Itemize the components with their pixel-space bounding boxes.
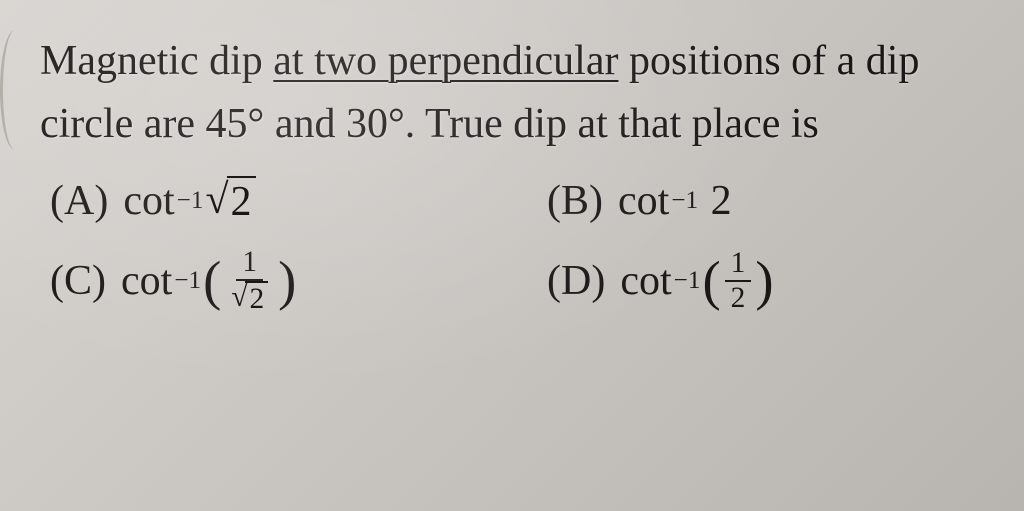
option-c-fraction: 1 √ 2 <box>225 246 274 316</box>
left-paren-icon: ( <box>702 254 720 309</box>
option-c-sup: −1 <box>174 267 201 295</box>
option-b-func: cot <box>618 177 669 225</box>
options-container: (A) cot−1 √ 2 (B) cot−1 2 (C) cot−1( 1 √… <box>40 176 984 316</box>
option-c-label: (C) <box>50 257 106 305</box>
option-b-value: 2 <box>711 177 732 225</box>
option-d-label: (D) <box>547 257 605 305</box>
option-c-denom-sqrt: 2 <box>245 281 268 316</box>
option-d-fraction: 1 2 <box>725 247 752 315</box>
option-a-label: (A) <box>50 177 108 225</box>
option-a-sup: −1 <box>177 187 204 215</box>
option-b-sup: −1 <box>671 187 698 215</box>
option-a-func: cot <box>123 177 174 225</box>
option-b-math: cot−1 2 <box>618 177 732 225</box>
option-a-sqrt-content: 2 <box>227 176 256 226</box>
sqrt-icon: √ 2 <box>205 176 255 226</box>
option-c-math: cot−1( 1 √ 2 ) <box>121 246 296 316</box>
right-paren-icon: ) <box>278 254 296 309</box>
option-c-func: cot <box>121 257 172 305</box>
page-edge-mark <box>0 30 30 150</box>
option-d-numerator: 1 <box>725 247 752 282</box>
option-d-func: cot <box>620 257 671 305</box>
question-underlined: at two perpendicular <box>273 38 618 84</box>
option-c-numerator: 1 <box>236 246 263 281</box>
option-c-denominator: √ 2 <box>225 281 274 316</box>
option-d-denominator: 2 <box>725 282 752 315</box>
option-a-math: cot−1 √ 2 <box>123 176 255 226</box>
sqrt-icon: √ 2 <box>231 281 268 316</box>
right-paren-icon: ) <box>755 254 773 309</box>
option-b: (B) cot−1 2 <box>547 176 984 226</box>
option-d: (D) cot−1( 1 2 ) <box>547 246 984 316</box>
question-part1: Magnetic dip <box>40 38 273 84</box>
option-b-label: (B) <box>547 177 603 225</box>
option-c: (C) cot−1( 1 √ 2 ) <box>50 246 487 316</box>
option-a: (A) cot−1 √ 2 <box>50 176 487 226</box>
left-paren-icon: ( <box>203 254 221 309</box>
question-text: Magnetic dip at two perpendicular positi… <box>40 30 984 156</box>
option-d-sup: −1 <box>674 267 701 295</box>
radical-icon: √ <box>205 176 228 224</box>
option-d-math: cot−1( 1 2 ) <box>620 247 773 315</box>
